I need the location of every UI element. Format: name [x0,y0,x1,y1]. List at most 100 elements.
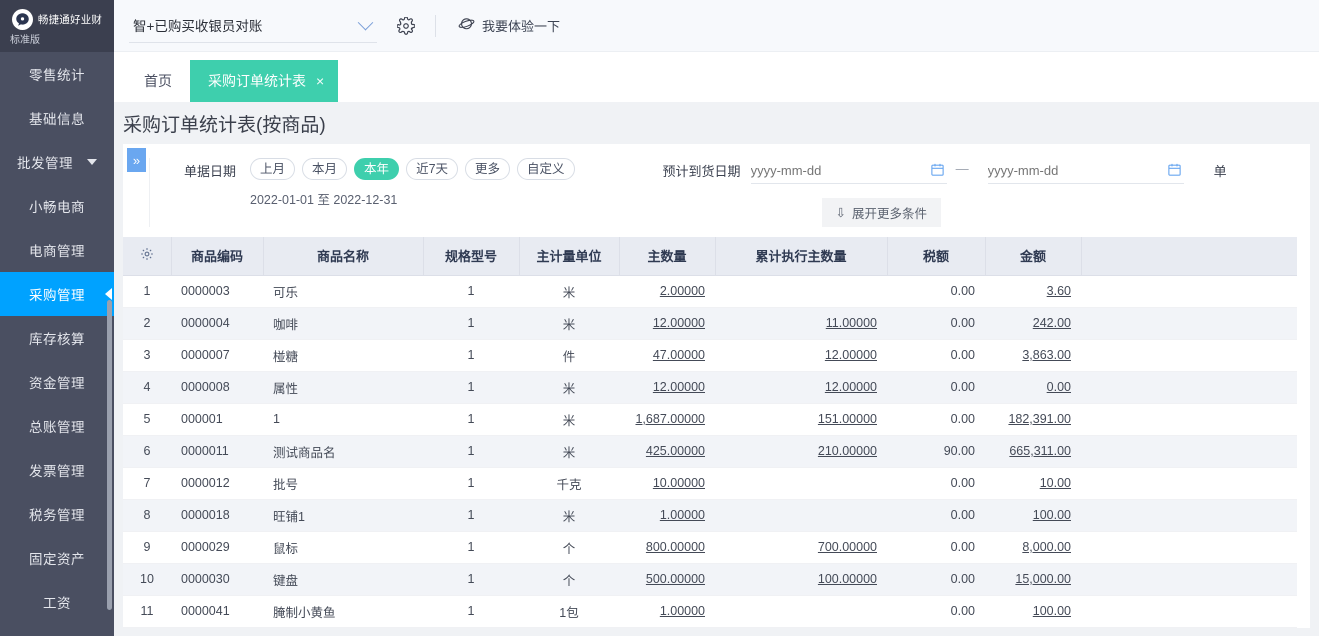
main-quantity[interactable]: 800.00000 [619,531,715,564]
main-quantity-link[interactable]: 12.00000 [652,380,705,394]
table-row[interactable]: 10 0000030 键盘 1 个 500.00000 100.00000 0.00 15,00… [123,563,1297,596]
amount[interactable]: 182,391.00 [985,403,1081,436]
tab-0[interactable]: 首页 [126,60,190,102]
amount-link[interactable]: 242.00 [1032,316,1071,330]
cumulative-quantity-link[interactable]: 12.00000 [824,380,877,394]
main-quantity-link[interactable]: 800.00000 [645,540,705,554]
main-quantity[interactable]: 47.00000 [619,339,715,372]
arrival-date-from-input[interactable] [750,163,901,178]
cumulative-quantity[interactable]: 12.00000 [715,339,887,372]
table-row[interactable]: 5 000001 1 1 米 1,687.00000 151.00000 0.00 182,39… [123,403,1297,436]
table-row[interactable]: 8 0000018 旺铺1 1 米 1.00000 0.00 100.00 [123,499,1297,532]
cumulative-quantity[interactable]: 151.00000 [715,403,887,436]
table-column-header-2[interactable]: 商品名称 [263,237,424,276]
amount[interactable]: 242.00 [985,307,1081,340]
cumulative-quantity-link[interactable]: 11.00000 [825,316,877,330]
more-conditions-button[interactable]: ⇩ 展开更多条件 [821,198,942,227]
amount-link[interactable]: 3.60 [1046,284,1071,298]
cumulative-quantity[interactable]: 700.00000 [715,531,887,564]
sidebar-item-8[interactable]: 总账管理 [0,404,114,448]
sidebar-item-5[interactable]: 采购管理 [0,272,114,316]
amount[interactable]: 3.60 [985,275,1081,308]
table-row[interactable]: 1 0000003 可乐 1 米 2.00000 0.00 3.60 [123,275,1297,308]
date-preset-chip-1[interactable]: 本月 [302,158,348,180]
cumulative-quantity[interactable]: 12.00000 [715,371,887,404]
sidebar-item-6[interactable]: 库存核算 [0,316,114,360]
main-quantity[interactable]: 500.00000 [619,563,715,596]
cumulative-quantity-link[interactable]: 100.00000 [817,572,877,586]
main-quantity-link[interactable]: 2.00000 [659,284,705,298]
table-row[interactable]: 9 0000029 鼠标 1 个 800.00000 700.00000 0.00 8,000.… [123,531,1297,564]
date-preset-chip-5[interactable]: 自定义 [517,158,575,180]
sidebar-item-3[interactable]: 小畅电商 [0,184,114,228]
amount[interactable]: 15,000.00 [985,563,1081,596]
sidebar-item-10[interactable]: 税务管理 [0,492,114,536]
main-quantity-link[interactable]: 1.00000 [659,508,705,522]
amount[interactable]: 0.00 [985,371,1081,404]
table-row[interactable]: 7 0000012 批号 1 千克 10.00000 0.00 10.00 [123,467,1297,500]
date-preset-chip-3[interactable]: 近7天 [406,158,459,180]
calendar-icon[interactable] [930,162,945,180]
date-preset-chip-0[interactable]: 上月 [250,158,296,180]
sidebar-item-11[interactable]: 固定资产 [0,536,114,580]
main-quantity-link[interactable]: 1.00000 [659,604,705,618]
sidebar-item-12[interactable]: 工资 [0,580,114,624]
arrival-date-to[interactable] [987,158,1184,184]
sidebar-scrollbar[interactable] [107,300,112,610]
cumulative-quantity[interactable]: 11.00000 [715,307,887,340]
column-settings-header[interactable] [123,237,172,276]
main-quantity[interactable]: 12.00000 [619,307,715,340]
main-quantity-link[interactable]: 10.00000 [652,476,705,490]
main-quantity[interactable]: 12.00000 [619,371,715,404]
sidebar-item-0[interactable]: 零售统计 [0,52,114,96]
amount-link[interactable]: 100.00 [1032,604,1071,618]
main-quantity-link[interactable]: 425.00000 [645,444,705,458]
table-row[interactable]: 3 0000007 椪糖 1 件 47.00000 12.00000 0.00 3,863.00 [123,339,1297,372]
amount[interactable]: 3,863.00 [985,339,1081,372]
sidebar-item-1[interactable]: 基础信息 [0,96,114,140]
close-icon[interactable]: × [316,73,325,89]
amount[interactable]: 8,000.00 [985,531,1081,564]
arrival-date-to-input[interactable] [987,163,1138,178]
table-row[interactable]: 11 0000041 腌制小黄鱼 1 1包 1.00000 0.00 100.00 [123,595,1297,628]
amount-link[interactable]: 665,311.00 [1009,444,1071,458]
amount[interactable]: 10.00 [985,467,1081,500]
main-quantity-link[interactable]: 47.00000 [652,348,705,362]
amount-link[interactable]: 100.00 [1032,508,1071,522]
table-column-header-7[interactable]: 税额 [887,237,986,276]
amount-link[interactable]: 0.00 [1046,380,1071,394]
cumulative-quantity[interactable]: 100.00000 [715,563,887,596]
tab-1[interactable]: 采购订单统计表 × [190,60,339,102]
table-row[interactable]: 6 0000011 测试商品名 1 米 425.00000 210.00000 90.00 66… [123,435,1297,468]
amount-link[interactable]: 15,000.00 [1015,572,1071,586]
main-quantity-link[interactable]: 1,687.00000 [635,412,705,426]
cumulative-quantity-link[interactable]: 151.00000 [817,412,877,426]
table-column-header-5[interactable]: 主数量 [619,237,716,276]
try-experience-button[interactable]: 我要体验一下 [458,16,560,36]
table-row[interactable]: 2 0000004 咖啡 1 米 12.00000 11.00000 0.00 242.00 [123,307,1297,340]
amount[interactable]: 100.00 [985,499,1081,532]
app-switcher-select[interactable]: 智+已购买收银员对账 [129,9,377,43]
main-quantity-link[interactable]: 500.00000 [645,572,705,586]
amount-link[interactable]: 8,000.00 [1022,540,1071,554]
main-quantity[interactable]: 1.00000 [619,499,715,532]
table-column-header-1[interactable]: 商品编码 [171,237,264,276]
main-quantity[interactable]: 10.00000 [619,467,715,500]
sidebar-item-9[interactable]: 发票管理 [0,448,114,492]
cumulative-quantity[interactable]: 210.00000 [715,435,887,468]
main-quantity[interactable]: 2.00000 [619,275,715,308]
table-column-header-3[interactable]: 规格型号 [423,237,520,276]
table-column-header-9[interactable] [1081,237,1297,276]
arrival-date-from[interactable] [750,158,947,184]
amount-link[interactable]: 10.00 [1039,476,1071,490]
expand-filter-button[interactable]: » [127,148,146,172]
main-quantity[interactable]: 1.00000 [619,595,715,628]
amount[interactable]: 100.00 [985,595,1081,628]
amount[interactable]: 665,311.00 [985,435,1081,468]
main-quantity-link[interactable]: 12.00000 [652,316,705,330]
date-preset-chip-2[interactable]: 本年 [354,158,400,180]
table-column-header-6[interactable]: 累计执行主数量 [715,237,888,276]
settings-gear-button[interactable] [397,16,415,35]
date-preset-chip-4[interactable]: 更多 [465,158,511,180]
table-row[interactable]: 4 0000008 属性 1 米 12.00000 12.00000 0.00 0.00 [123,371,1297,404]
